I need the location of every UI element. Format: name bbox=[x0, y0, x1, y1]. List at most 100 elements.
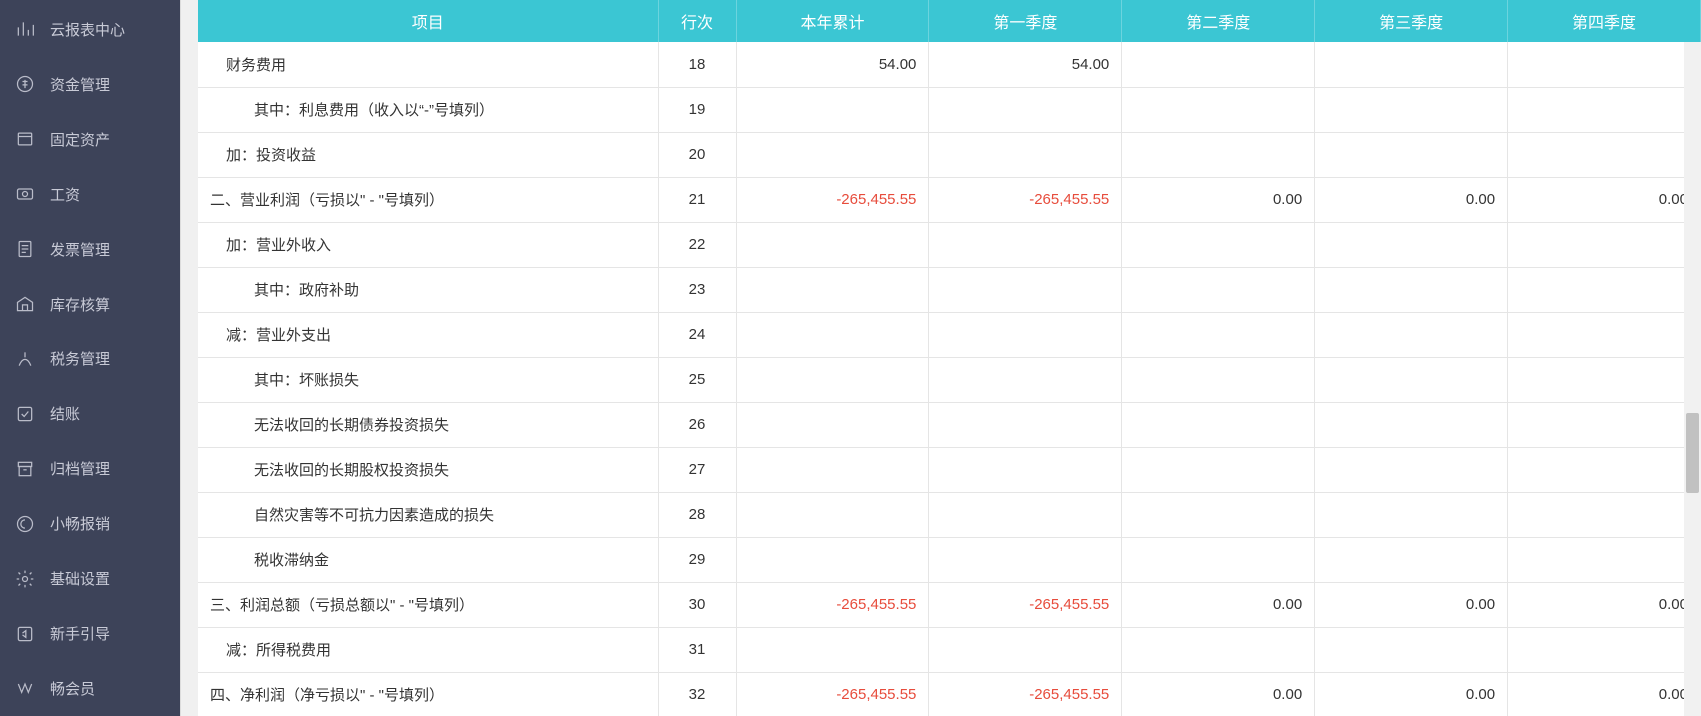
table-row[interactable]: 其中：坏账损失25 bbox=[198, 357, 1701, 402]
cell-q3 bbox=[1315, 537, 1508, 582]
sidebar-item-vip[interactable]: 畅会员 bbox=[0, 661, 180, 716]
cell-q1 bbox=[929, 447, 1122, 492]
cell-ytd bbox=[736, 312, 929, 357]
table-row[interactable]: 加：营业外收入22 bbox=[198, 222, 1701, 267]
table-row[interactable]: 加：投资收益20 bbox=[198, 132, 1701, 177]
cell-ytd: 54.00 bbox=[736, 42, 929, 87]
table-row[interactable]: 四、净利润（净亏损以" - "号填列）32-265,455.55-265,455… bbox=[198, 672, 1701, 716]
table-body: 财务费用1854.0054.00其中：利息费用（收入以“-”号填列）19加：投资… bbox=[198, 42, 1701, 716]
table-row[interactable]: 其中：利息费用（收入以“-”号填列）19 bbox=[198, 87, 1701, 132]
cell-q1 bbox=[929, 312, 1122, 357]
cell-q3 bbox=[1315, 492, 1508, 537]
cell-q4 bbox=[1508, 357, 1701, 402]
sidebar-item-label: 税务管理 bbox=[50, 348, 110, 369]
cell-q1 bbox=[929, 132, 1122, 177]
cell-rownum: 23 bbox=[658, 267, 736, 312]
cell-q4 bbox=[1508, 222, 1701, 267]
cell-rownum: 19 bbox=[658, 87, 736, 132]
cell-rownum: 30 bbox=[658, 582, 736, 627]
sidebar-item-cloud-reports[interactable]: 云报表中心 bbox=[0, 2, 180, 57]
cell-item: 二、营业利润（亏损以" - "号填列） bbox=[198, 177, 658, 222]
sidebar-item-guide[interactable]: 新手引导 bbox=[0, 606, 180, 661]
sidebar-item-archive[interactable]: 归档管理 bbox=[0, 441, 180, 496]
table-row[interactable]: 无法收回的长期股权投资损失27 bbox=[198, 447, 1701, 492]
table-row[interactable]: 财务费用1854.0054.00 bbox=[198, 42, 1701, 87]
table-row[interactable]: 减：所得税费用31 bbox=[198, 627, 1701, 672]
table-row[interactable]: 三、利润总额（亏损总额以" - "号填列）30-265,455.55-265,4… bbox=[198, 582, 1701, 627]
cell-q2 bbox=[1122, 402, 1315, 447]
cell-q4 bbox=[1508, 132, 1701, 177]
gear-icon bbox=[14, 568, 36, 590]
sidebar-item-funds[interactable]: 资金管理 bbox=[0, 57, 180, 112]
sidebar-item-tax[interactable]: 税务管理 bbox=[0, 332, 180, 387]
table-row[interactable]: 无法收回的长期债券投资损失26 bbox=[198, 402, 1701, 447]
cell-item: 自然灾害等不可抗力因素造成的损失 bbox=[198, 492, 658, 537]
col-header-ytd: 本年累计 bbox=[736, 0, 929, 42]
cell-q4 bbox=[1508, 42, 1701, 87]
tax-icon bbox=[14, 348, 36, 370]
stock-icon bbox=[14, 293, 36, 315]
cell-q2 bbox=[1122, 627, 1315, 672]
cell-q2 bbox=[1122, 87, 1315, 132]
cell-q2: 0.00 bbox=[1122, 177, 1315, 222]
table-row[interactable]: 自然灾害等不可抗力因素造成的损失28 bbox=[198, 492, 1701, 537]
cell-ytd: -265,455.55 bbox=[736, 582, 929, 627]
table-row[interactable]: 减：营业外支出24 bbox=[198, 312, 1701, 357]
cell-q2: 0.00 bbox=[1122, 582, 1315, 627]
table-row[interactable]: 税收滞纳金29 bbox=[198, 537, 1701, 582]
cell-q3: 0.00 bbox=[1315, 672, 1508, 716]
cell-rownum: 28 bbox=[658, 492, 736, 537]
cell-q1 bbox=[929, 402, 1122, 447]
sidebar-item-label: 发票管理 bbox=[50, 239, 110, 260]
cell-q2: 0.00 bbox=[1122, 672, 1315, 716]
sidebar-item-closing[interactable]: 结账 bbox=[0, 386, 180, 441]
vertical-scrollbar[interactable] bbox=[1684, 42, 1701, 716]
cell-q4 bbox=[1508, 492, 1701, 537]
table-row[interactable]: 其中：政府补助23 bbox=[198, 267, 1701, 312]
cell-item: 无法收回的长期股权投资损失 bbox=[198, 447, 658, 492]
cell-ytd bbox=[736, 267, 929, 312]
sidebar-item-invoice[interactable]: 发票管理 bbox=[0, 222, 180, 277]
profit-report-table: 项目 行次 本年累计 第一季度 第二季度 第三季度 第四季度 财务费用1854.… bbox=[198, 0, 1701, 716]
table-row[interactable]: 二、营业利润（亏损以" - "号填列）21-265,455.55-265,455… bbox=[198, 177, 1701, 222]
cell-rownum: 18 bbox=[658, 42, 736, 87]
sidebar-item-assets[interactable]: 固定资产 bbox=[0, 112, 180, 167]
cell-q1 bbox=[929, 222, 1122, 267]
cell-q3 bbox=[1315, 42, 1508, 87]
sidebar-item-stock[interactable]: 库存核算 bbox=[0, 277, 180, 332]
expense-icon bbox=[14, 513, 36, 535]
cell-ytd bbox=[736, 402, 929, 447]
sidebar-item-label: 小畅报销 bbox=[50, 513, 110, 534]
cell-q4 bbox=[1508, 537, 1701, 582]
cell-q3 bbox=[1315, 312, 1508, 357]
cell-q4: 0.00 bbox=[1508, 672, 1701, 716]
cell-q3 bbox=[1315, 87, 1508, 132]
cell-ytd bbox=[736, 537, 929, 582]
cell-q4: 0.00 bbox=[1508, 582, 1701, 627]
sidebar-item-expense[interactable]: 小畅报销 bbox=[0, 496, 180, 551]
sidebar-item-label: 云报表中心 bbox=[50, 19, 125, 40]
sidebar-item-settings[interactable]: 基础设置 bbox=[0, 551, 180, 606]
cell-item: 四、净利润（净亏损以" - "号填列） bbox=[198, 672, 658, 716]
vip-icon bbox=[14, 678, 36, 700]
cell-q3 bbox=[1315, 132, 1508, 177]
cell-q3 bbox=[1315, 267, 1508, 312]
sidebar-item-label: 结账 bbox=[50, 403, 80, 424]
sidebar-item-label: 基础设置 bbox=[50, 568, 110, 589]
cell-rownum: 31 bbox=[658, 627, 736, 672]
left-scroll-gutter[interactable] bbox=[180, 0, 198, 716]
sidebar-item-label: 工资 bbox=[50, 184, 80, 205]
sidebar-item-label: 归档管理 bbox=[50, 458, 110, 479]
cell-q1 bbox=[929, 87, 1122, 132]
cell-q1: -265,455.55 bbox=[929, 582, 1122, 627]
cell-item: 其中：政府补助 bbox=[198, 267, 658, 312]
sidebar-item-salary[interactable]: 工资 bbox=[0, 167, 180, 222]
report-table-wrap: 项目 行次 本年累计 第一季度 第二季度 第三季度 第四季度 财务费用1854.… bbox=[198, 0, 1701, 716]
cell-rownum: 20 bbox=[658, 132, 736, 177]
scrollbar-thumb[interactable] bbox=[1686, 413, 1699, 493]
cell-q2 bbox=[1122, 537, 1315, 582]
cell-item: 无法收回的长期债券投资损失 bbox=[198, 402, 658, 447]
cell-item: 税收滞纳金 bbox=[198, 537, 658, 582]
cell-ytd bbox=[736, 222, 929, 267]
cell-rownum: 27 bbox=[658, 447, 736, 492]
